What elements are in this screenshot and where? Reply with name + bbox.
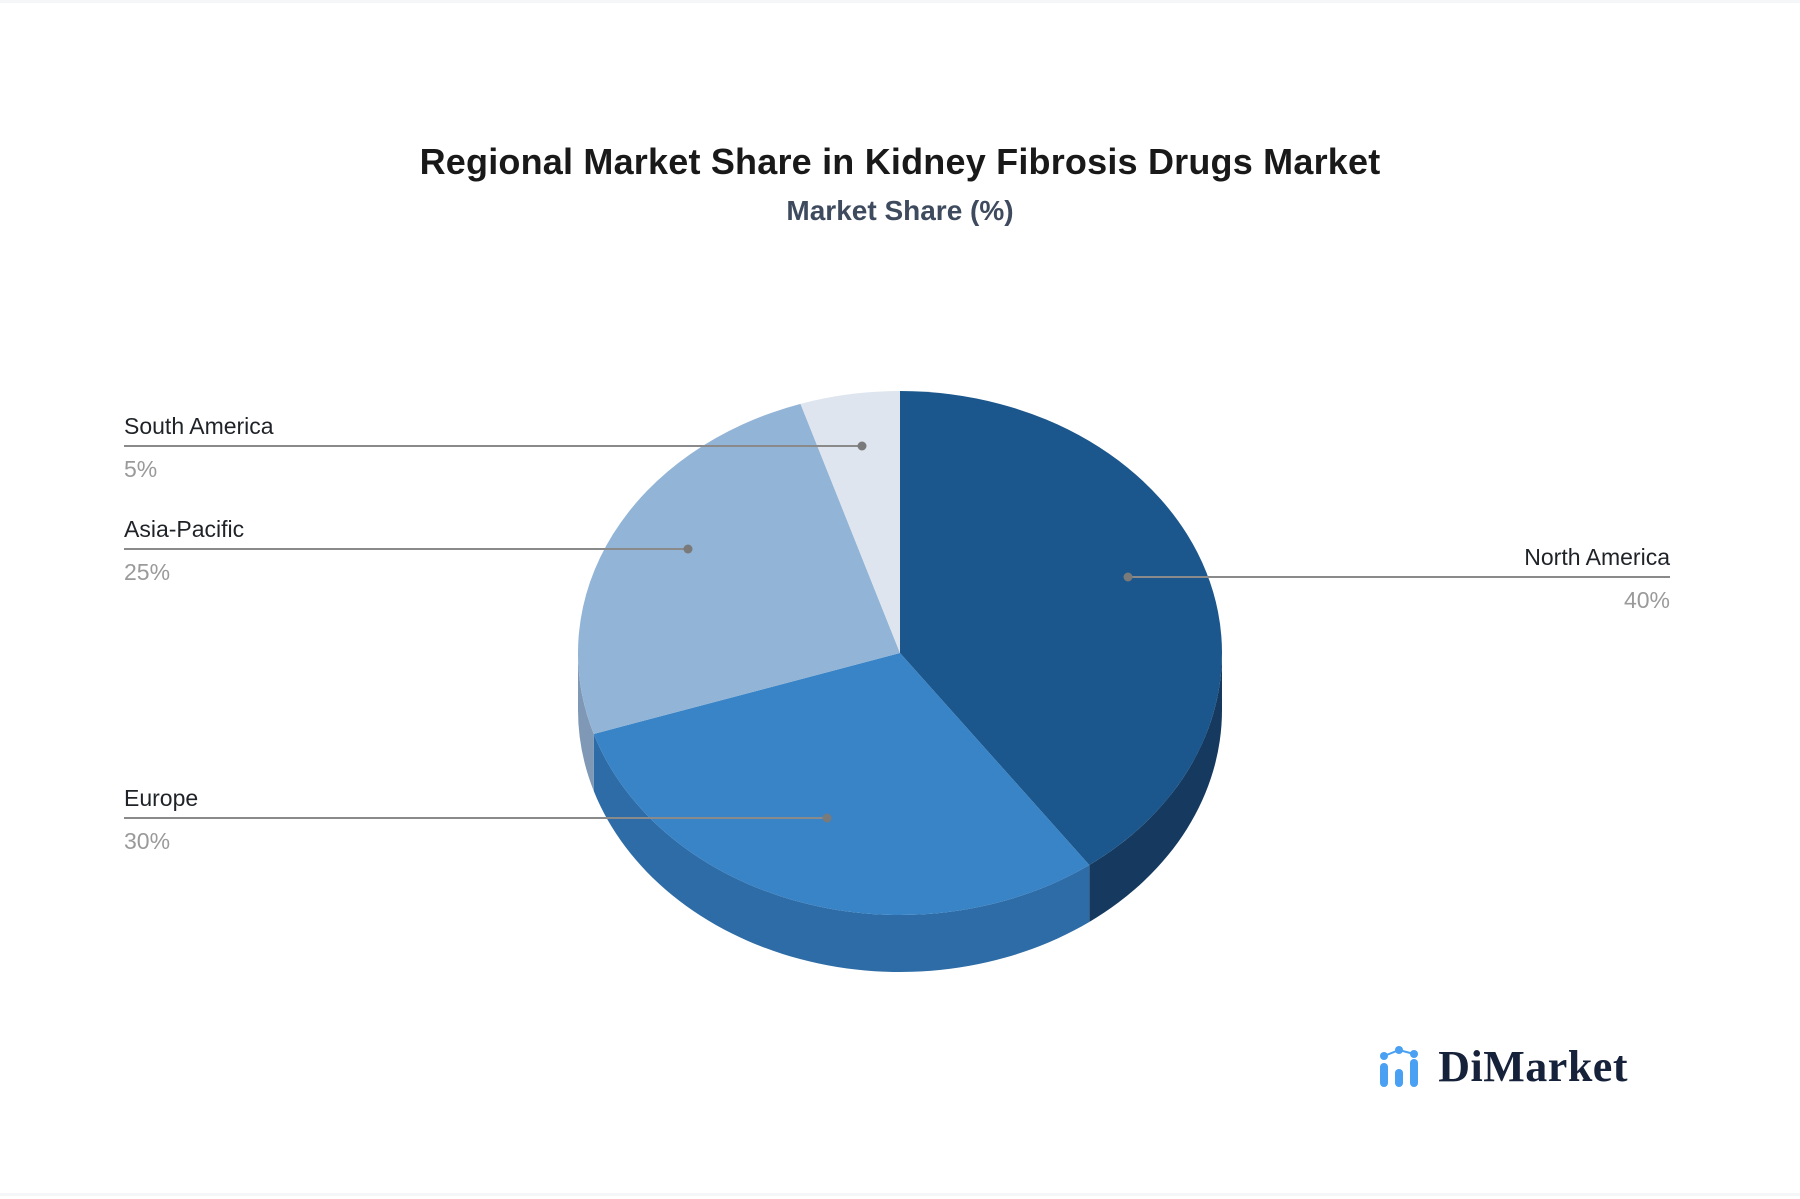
leader-dot-europe	[822, 813, 832, 823]
chart-title: Regional Market Share in Kidney Fibrosis…	[419, 141, 1381, 182]
pie-side-north-america	[1089, 653, 1222, 922]
leader-dot-north-america	[1123, 572, 1133, 582]
dimarket-logo: DiMarket	[1380, 1045, 1628, 1089]
percent-europe: 30%	[124, 828, 171, 854]
leader-dot-south-america	[857, 441, 867, 451]
pie-slice-europe	[593, 653, 1090, 915]
pie-side-asia-pacific	[578, 653, 594, 791]
pie-chart-canvas	[124, 391, 1670, 973]
bar-line-chart-icon	[1380, 1046, 1419, 1087]
chart-subtitle: Market Share (%)	[786, 195, 1014, 226]
pie-slice-south-america	[800, 391, 900, 653]
leader-dot-asia-pacific	[683, 544, 693, 554]
pie-slice-north-america	[900, 391, 1222, 865]
percent-asia-pacific: 25%	[124, 559, 171, 585]
label-south-america: South America	[124, 413, 274, 439]
percent-south-america: 5%	[124, 456, 158, 482]
label-asia-pacific: Asia-Pacific	[124, 516, 245, 542]
pie-side-europe	[593, 733, 1090, 973]
logo-text: DiMarket	[1438, 1042, 1628, 1091]
label-europe: Europe	[124, 785, 199, 811]
percent-north-america: 40%	[1623, 587, 1670, 613]
pie-slice-asia-pacific	[578, 403, 900, 734]
label-north-america: North America	[1524, 544, 1670, 570]
